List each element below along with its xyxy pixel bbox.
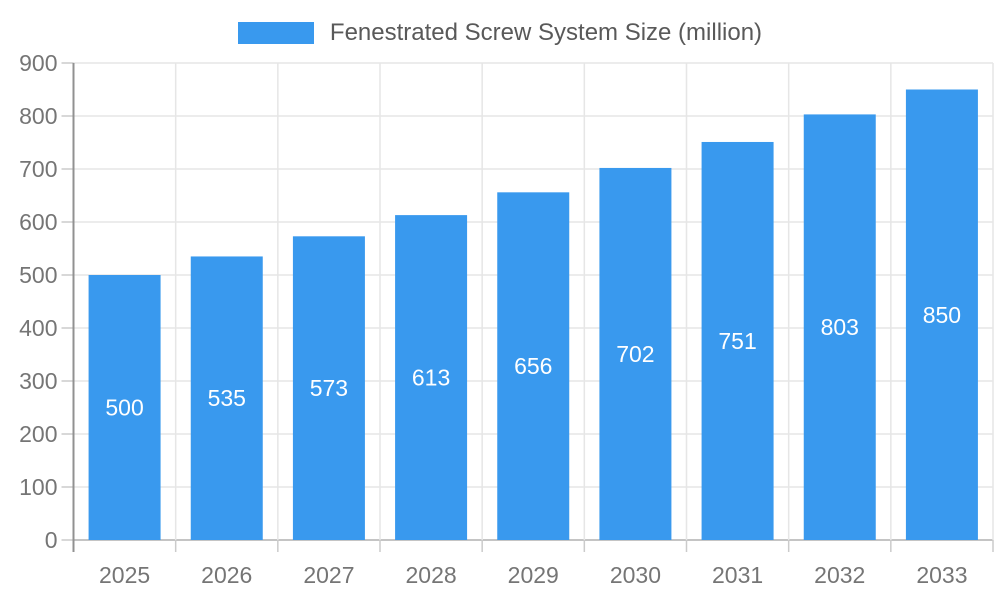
y-tick-label: 600 [19, 209, 57, 235]
y-tick-label: 200 [19, 421, 57, 447]
y-tick-label: 0 [45, 527, 58, 553]
bar-value-label: 500 [105, 395, 143, 421]
y-tick-label: 700 [19, 156, 57, 182]
bar-value-label: 850 [923, 302, 961, 328]
chart-legend: Fenestrated Screw System Size (million) [0, 20, 1000, 46]
bar-value-label: 535 [208, 385, 246, 411]
bar[interactable] [905, 89, 978, 541]
bar[interactable] [803, 114, 876, 540]
bar[interactable] [701, 141, 774, 540]
x-tick-label: 2027 [303, 562, 354, 588]
y-tick-label: 400 [19, 315, 57, 341]
x-tick-label: 2033 [916, 562, 967, 588]
bar-value-label: 613 [412, 365, 450, 391]
bar-value-label: 751 [718, 328, 756, 354]
y-tick-label: 100 [19, 474, 57, 500]
legend-item[interactable]: Fenestrated Screw System Size (million) [237, 19, 763, 46]
y-tick-label: 300 [19, 368, 57, 394]
bar-value-label: 573 [310, 375, 348, 401]
y-tick-label: 900 [19, 50, 57, 76]
x-tick-label: 2028 [405, 562, 456, 588]
x-tick-label: 2030 [610, 562, 661, 588]
bar[interactable] [88, 275, 161, 540]
y-tick-label: 500 [19, 262, 57, 288]
bar[interactable] [292, 236, 365, 540]
bar-value-label: 803 [821, 314, 859, 340]
legend-swatch [237, 22, 314, 44]
bar-value-label: 702 [616, 341, 654, 367]
x-tick-label: 2029 [508, 562, 559, 588]
x-tick-label: 2031 [712, 562, 763, 588]
bar[interactable] [497, 192, 570, 540]
y-tick-label: 800 [19, 103, 57, 129]
legend-label: Fenestrated Screw System Size (million) [329, 19, 763, 46]
x-tick-label: 2032 [814, 562, 865, 588]
x-tick-label: 2026 [201, 562, 252, 588]
bar[interactable] [395, 215, 468, 541]
x-tick-label: 2025 [99, 562, 150, 588]
bar-value-label: 656 [514, 353, 552, 379]
bar[interactable] [599, 167, 672, 540]
bar[interactable] [190, 256, 263, 540]
